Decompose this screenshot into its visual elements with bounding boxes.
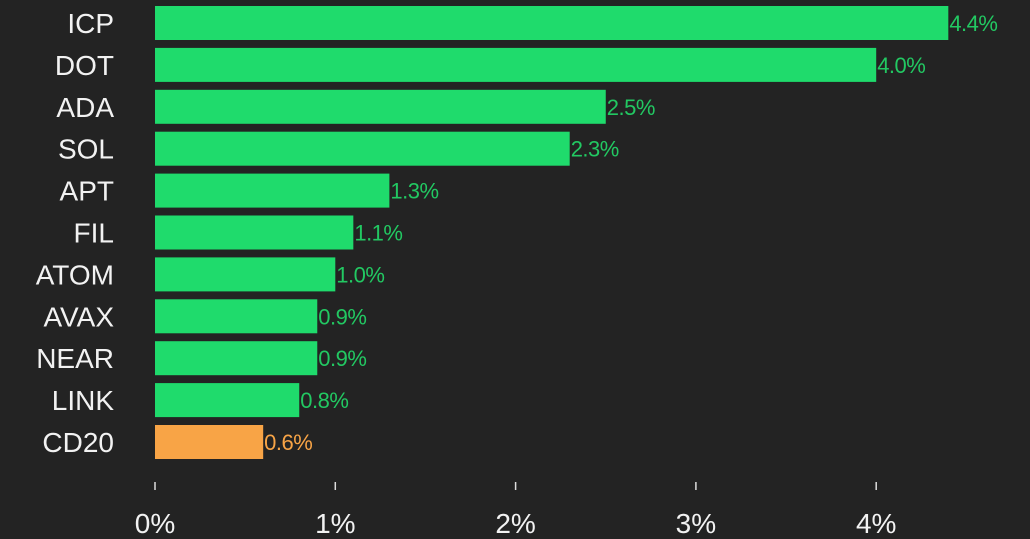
bar [155, 173, 390, 208]
value-label: 4.4% [949, 11, 997, 36]
category-label: DOT [55, 50, 114, 81]
value-label: 0.9% [318, 346, 366, 371]
bar [155, 6, 949, 40]
category-label: SOL [58, 134, 114, 165]
category-label: FIL [74, 218, 114, 249]
bar [155, 383, 300, 418]
bar [155, 131, 570, 166]
x-tick-label: 3% [676, 508, 716, 539]
value-label: 1.3% [390, 179, 438, 204]
x-tick-label: 4% [856, 508, 896, 539]
category-label: CD20 [42, 427, 114, 458]
bar [155, 257, 336, 292]
x-tick-label: 0% [135, 508, 175, 539]
bar [155, 215, 354, 250]
category-label: APT [60, 176, 114, 207]
value-label: 2.5% [607, 95, 655, 120]
value-label: 1.1% [354, 221, 402, 246]
value-label: 0.6% [264, 430, 312, 455]
value-label: 4.0% [877, 53, 925, 78]
bar [155, 341, 318, 376]
bar [155, 299, 318, 334]
x-tick-label: 1% [315, 508, 355, 539]
value-label: 0.8% [300, 388, 348, 413]
value-label: 1.0% [336, 262, 384, 287]
bar [155, 47, 877, 82]
category-label: ADA [56, 92, 114, 123]
category-label: ATOM [36, 259, 114, 290]
category-label: ICP [67, 8, 114, 39]
value-label: 0.9% [318, 304, 366, 329]
category-label: AVAX [43, 301, 114, 332]
category-label: LINK [52, 385, 115, 416]
value-label: 2.3% [571, 137, 619, 162]
x-tick-label: 2% [495, 508, 535, 539]
bar [155, 89, 606, 124]
bar-highlight [155, 425, 264, 459]
category-label: NEAR [36, 343, 114, 374]
